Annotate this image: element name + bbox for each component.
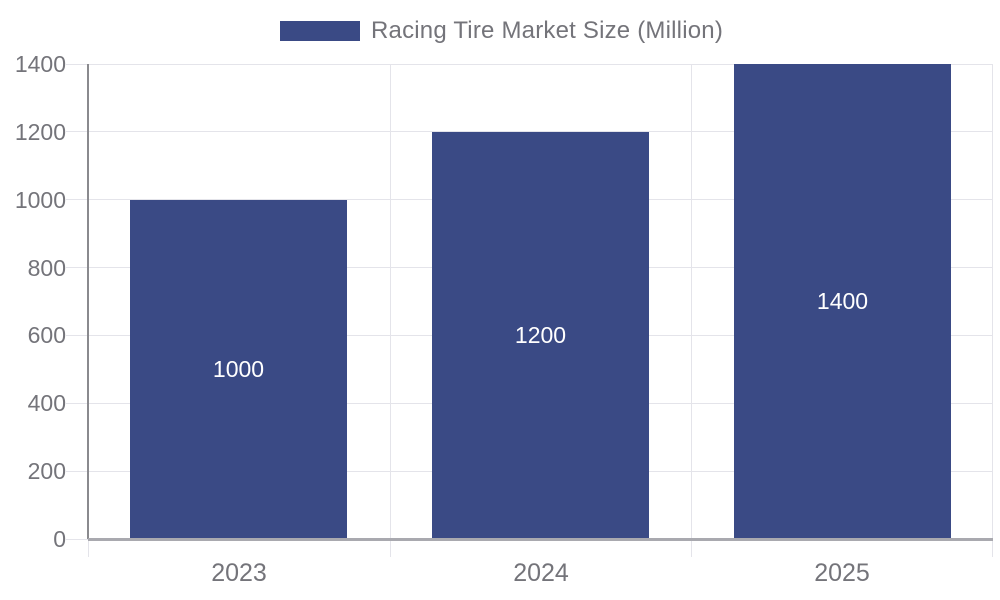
bar[interactable]: 1200 (432, 132, 649, 539)
plot-area: 1000 1200 1400 (66, 63, 993, 557)
y-tick-label: 600 (27, 322, 66, 349)
y-tick-label: 400 (27, 390, 66, 417)
x-tick-label: 2023 (211, 559, 267, 587)
y-tick-label: 800 (27, 254, 66, 281)
x-axis-line (88, 538, 993, 541)
y-gridline (66, 63, 993, 65)
bar-value-label: 1200 (514, 321, 567, 348)
y-tick-label: 0 (53, 526, 66, 552)
x-tick-label: 2025 (814, 559, 870, 587)
bar-value-label: 1400 (816, 287, 869, 314)
y-gridline (66, 131, 993, 133)
category-boundary-line (390, 64, 391, 557)
bar-value-label: 1000 (212, 355, 265, 382)
y-axis-line (87, 64, 89, 539)
legend[interactable]: Racing Tire Market Size (Million) (280, 16, 723, 46)
legend-label[interactable]: Racing Tire Market Size (Million) (371, 17, 724, 44)
y-tick-label: 1200 (14, 118, 66, 145)
y-tick-label: 1000 (14, 186, 66, 213)
y-tick-label: 1400 (14, 51, 66, 77)
category-boundary-line (992, 64, 993, 557)
x-tick-label: 2024 (513, 559, 569, 587)
y-tick-label: 200 (27, 458, 66, 485)
bar[interactable]: 1000 (130, 200, 347, 539)
bar[interactable]: 1400 (734, 64, 951, 539)
category-boundary-line (691, 64, 692, 557)
legend-swatch[interactable] (280, 21, 360, 41)
